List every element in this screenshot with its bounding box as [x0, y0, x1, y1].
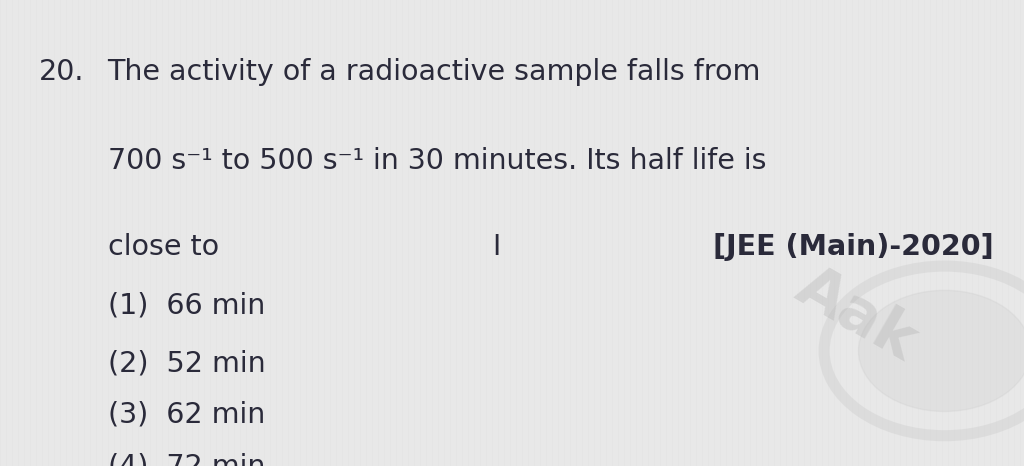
Text: 20.: 20.: [39, 58, 84, 86]
Text: (1)  66 min: (1) 66 min: [108, 291, 265, 319]
Circle shape: [858, 290, 1024, 411]
Text: The activity of a radioactive sample falls from: The activity of a radioactive sample fal…: [108, 58, 761, 86]
Text: (2)  52 min: (2) 52 min: [108, 350, 265, 377]
Text: (3)  62 min: (3) 62 min: [108, 401, 265, 429]
Text: [JEE (Main)-2020]: [JEE (Main)-2020]: [713, 233, 993, 261]
Text: 700 s⁻¹ to 500 s⁻¹ in 30 minutes. Its half life is: 700 s⁻¹ to 500 s⁻¹ in 30 minutes. Its ha…: [108, 147, 766, 175]
Text: close to: close to: [108, 233, 219, 261]
Text: Aak: Aak: [785, 257, 927, 373]
Text: (4)  72 min: (4) 72 min: [108, 452, 265, 466]
Text: I: I: [493, 233, 501, 261]
